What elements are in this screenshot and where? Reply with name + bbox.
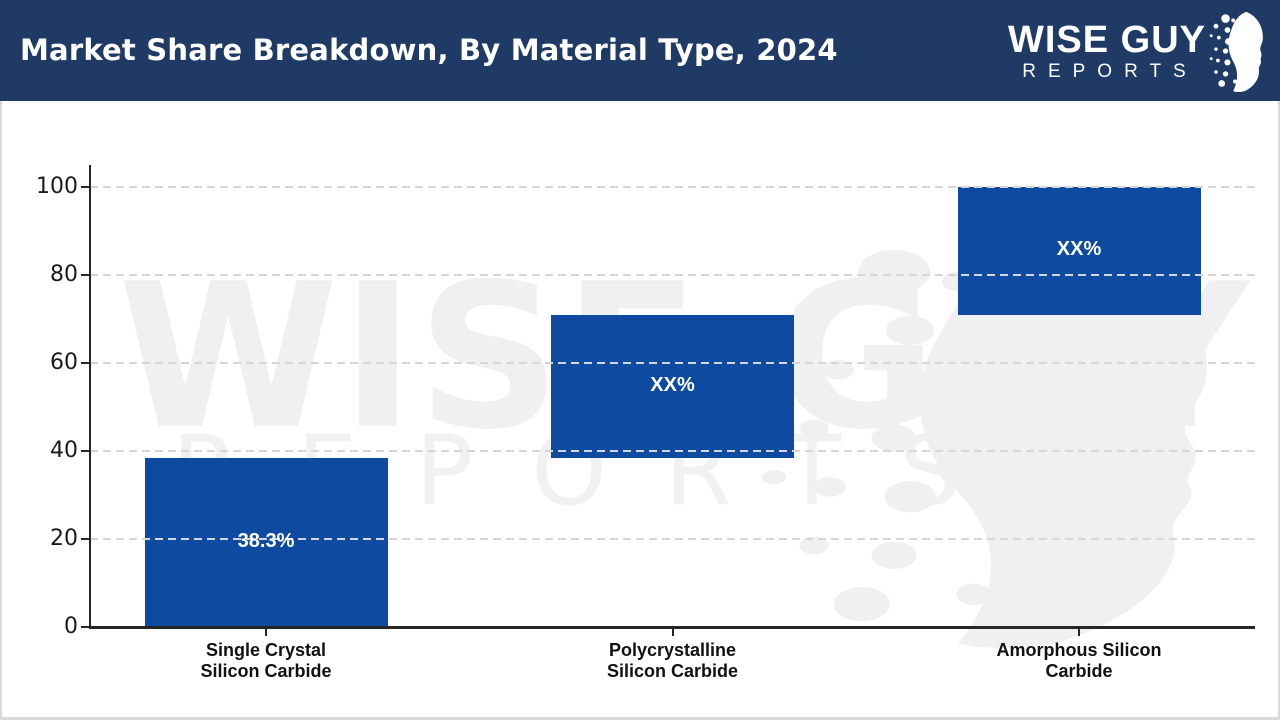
x-category-label: Amorphous Silicon Carbide <box>869 640 1278 682</box>
x-category-label-line: Silicon Carbide <box>200 661 332 681</box>
wiseguy-logo: WISE GUY REPORTS <box>1008 9 1266 93</box>
x-category-label: Polycrystalline Silicon Carbide <box>463 640 883 682</box>
x-tick-mark <box>1078 628 1080 636</box>
x-tick-mark <box>265 628 267 636</box>
x-tick-mark <box>671 628 674 636</box>
page-title: Market Share Breakdown, By Material Type… <box>20 33 838 67</box>
bar-value-label: XX% <box>1056 237 1102 260</box>
y-tick-mark <box>81 626 89 628</box>
y-tick-mark <box>81 362 89 364</box>
gridline <box>90 186 1255 188</box>
x-category-label-line: Amorphous Silicon <box>996 640 1162 660</box>
y-tick-mark <box>81 274 89 276</box>
plot-area: 38.3% XX% XX% 0 20 40 60 80 100 Single Crystal Sil… <box>2 101 1278 717</box>
y-tick-label: 80 <box>50 262 78 287</box>
gridline <box>90 538 1255 540</box>
logo-subtitle: REPORTS <box>1022 60 1198 82</box>
gridline <box>90 362 1255 364</box>
y-tick-label: 0 <box>64 614 78 639</box>
x-category-label-line: Carbide <box>1045 661 1113 681</box>
watermark-face-icon <box>762 237 1207 648</box>
bar <box>551 314 794 459</box>
y-tick-label: 60 <box>50 350 78 375</box>
y-axis-line <box>88 165 91 629</box>
x-category-label-line: Single Crystal <box>205 640 327 660</box>
y-tick-label: 40 <box>50 438 78 463</box>
y-tick-label: 100 <box>36 174 78 199</box>
gridline <box>90 274 1255 276</box>
logo-wordmark: WISE GUY <box>1007 18 1206 61</box>
chart-panel: WISE GUY REPORTS 38.3%XX%XX%020406080100… <box>0 101 1280 720</box>
wiseguy-face-icon <box>1209 11 1263 92</box>
bar-value-label: 38.3% <box>237 529 295 552</box>
x-category-label-line: Polycrystalline <box>608 640 737 660</box>
x-category-label-line: Silicon Carbide <box>606 661 739 681</box>
y-tick-mark <box>81 450 89 452</box>
bar-value-label: XX% <box>650 373 695 396</box>
y-tick-mark <box>81 186 89 188</box>
y-tick-label: 20 <box>50 526 78 551</box>
bar <box>957 187 1201 315</box>
x-axis-line <box>89 626 1255 629</box>
logo-text: WISE GUY REPORTS <box>1008 20 1206 83</box>
x-category-label: Single Crystal Silicon Carbide <box>56 640 476 682</box>
y-tick-mark <box>81 538 89 540</box>
header: Market Share Breakdown, By Material Type… <box>0 0 1280 101</box>
gridline <box>90 450 1255 452</box>
bar <box>144 458 388 627</box>
